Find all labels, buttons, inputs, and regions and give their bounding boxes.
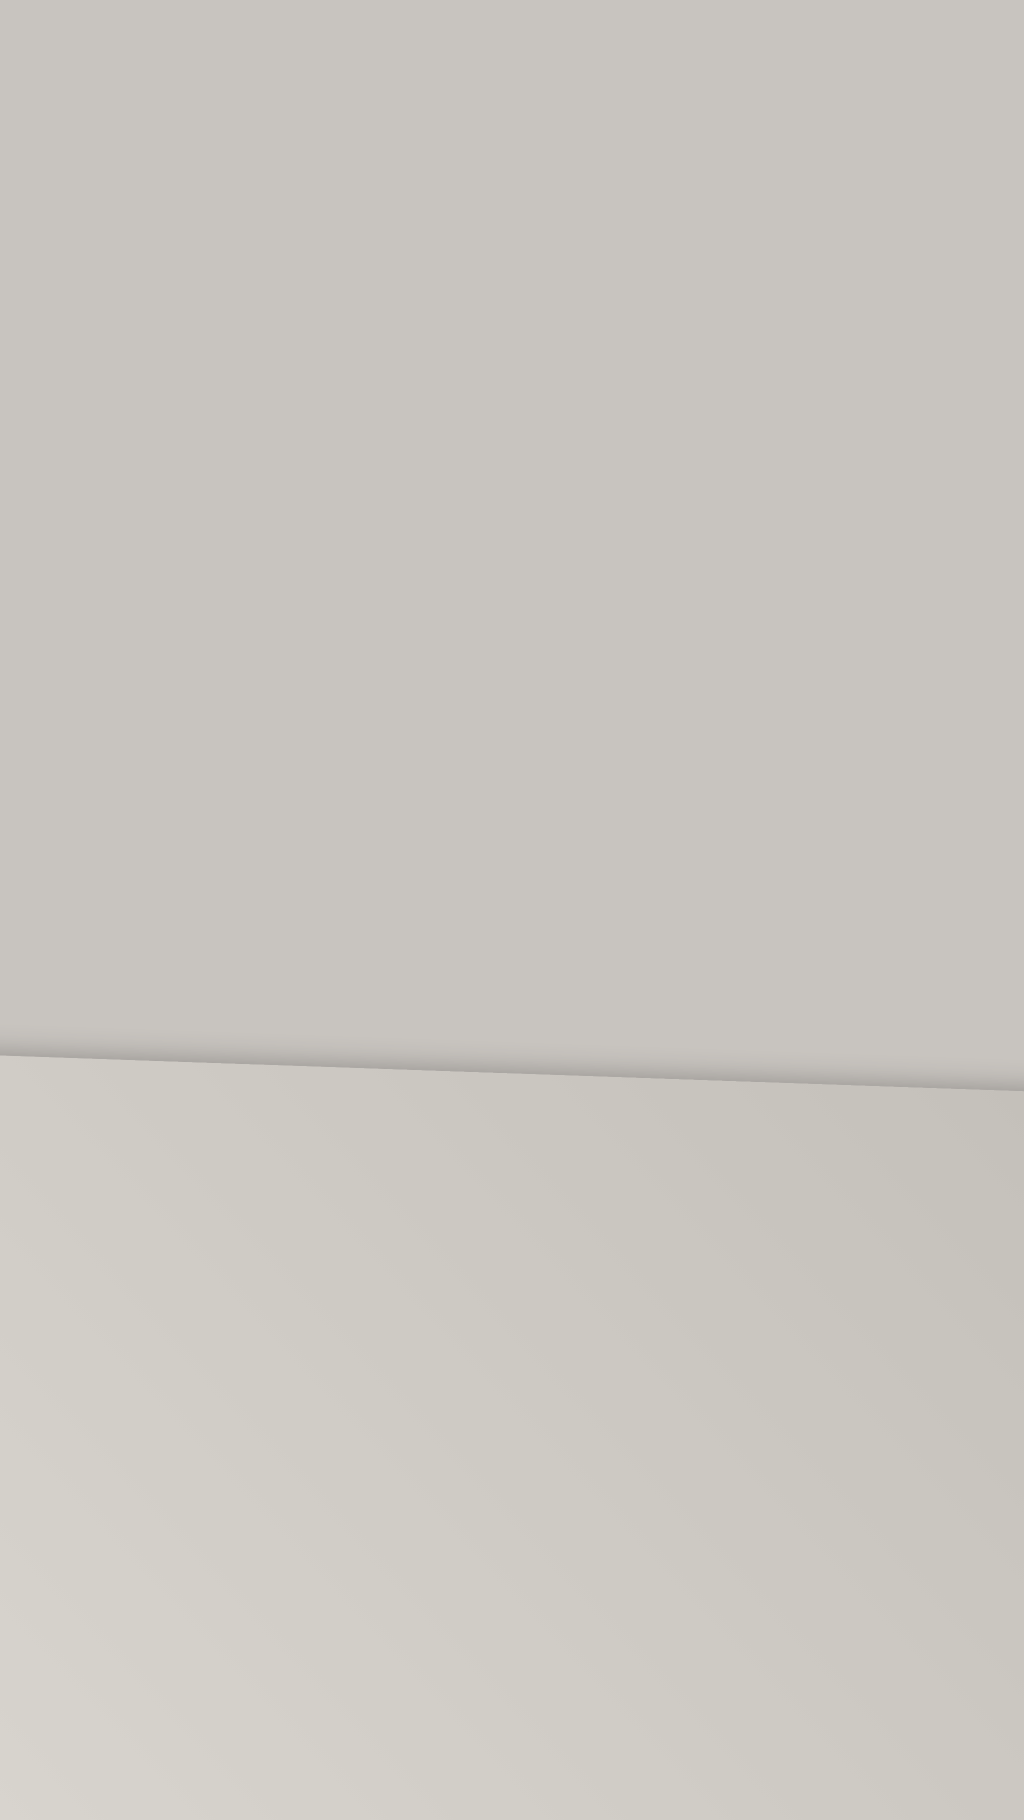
exam-page: (a) π 4 (b) − π 4 (c) 3π 4	[0, 1028, 1024, 1820]
